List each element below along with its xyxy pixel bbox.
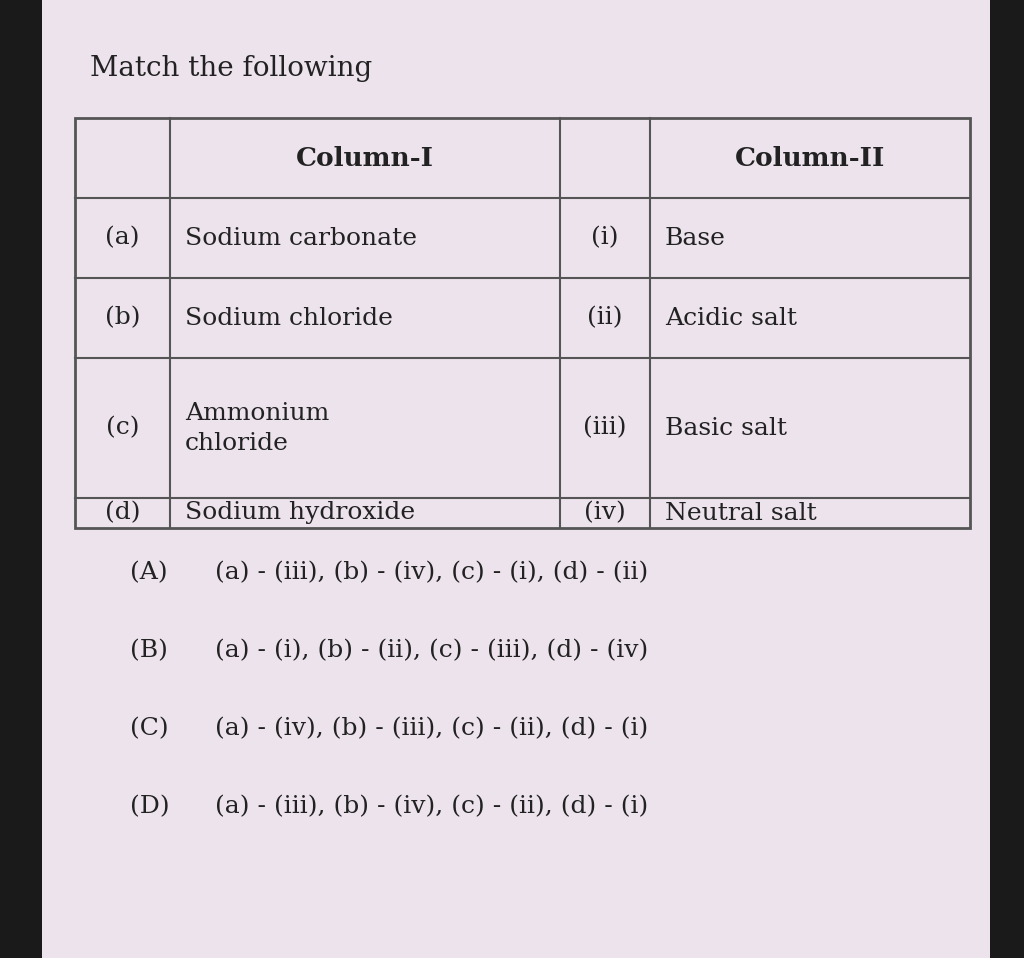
Bar xyxy=(75,118,970,528)
Text: (D): (D) xyxy=(130,795,170,818)
Text: (iv): (iv) xyxy=(584,501,626,524)
Text: (a) - (iii), (b) - (iv), (c) - (i), (d) - (ii): (a) - (iii), (b) - (iv), (c) - (i), (d) … xyxy=(215,561,648,584)
Text: (a) - (i), (b) - (ii), (c) - (iii), (d) - (iv): (a) - (i), (b) - (ii), (c) - (iii), (d) … xyxy=(215,640,648,663)
Text: (a) - (iii), (b) - (iv), (c) - (ii), (d) - (i): (a) - (iii), (b) - (iv), (c) - (ii), (d)… xyxy=(215,795,648,818)
Text: (a) - (iv), (b) - (iii), (c) - (ii), (d) - (i): (a) - (iv), (b) - (iii), (c) - (ii), (d)… xyxy=(215,718,648,741)
Text: Base: Base xyxy=(665,226,726,249)
Text: (ii): (ii) xyxy=(587,307,623,330)
Text: (i): (i) xyxy=(591,226,618,249)
Text: Sodium chloride: Sodium chloride xyxy=(185,307,393,330)
Text: Match the following: Match the following xyxy=(90,55,373,81)
Text: Column-II: Column-II xyxy=(735,146,885,171)
Text: (d): (d) xyxy=(104,501,140,524)
Bar xyxy=(0,0,42,958)
Text: Sodium carbonate: Sodium carbonate xyxy=(185,226,417,249)
Text: (iii): (iii) xyxy=(584,417,627,440)
Text: Acidic salt: Acidic salt xyxy=(665,307,797,330)
Text: (C): (C) xyxy=(130,718,169,741)
Text: Column-I: Column-I xyxy=(296,146,434,171)
Text: (a): (a) xyxy=(105,226,139,249)
Text: Ammonium: Ammonium xyxy=(185,401,330,424)
Text: Basic salt: Basic salt xyxy=(665,417,787,440)
Text: (c): (c) xyxy=(105,417,139,440)
Text: (b): (b) xyxy=(104,307,140,330)
Text: chloride: chloride xyxy=(185,431,289,454)
Bar xyxy=(990,0,1024,958)
Text: (B): (B) xyxy=(130,640,168,663)
Text: Neutral salt: Neutral salt xyxy=(665,501,817,524)
Text: (A): (A) xyxy=(130,561,168,584)
Text: Sodium hydroxide: Sodium hydroxide xyxy=(185,501,415,524)
